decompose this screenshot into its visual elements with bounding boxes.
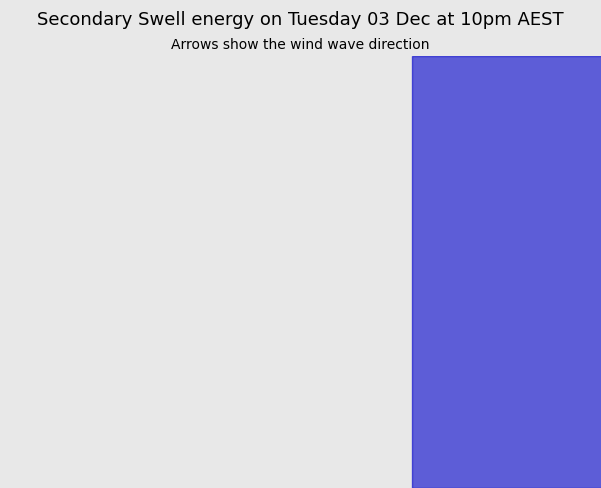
Bar <box>412 56 601 488</box>
Text: Secondary Swell energy on Tuesday 03 Dec at 10pm AEST: Secondary Swell energy on Tuesday 03 Dec… <box>37 11 564 29</box>
Text: Arrows show the wind wave direction: Arrows show the wind wave direction <box>171 38 430 52</box>
